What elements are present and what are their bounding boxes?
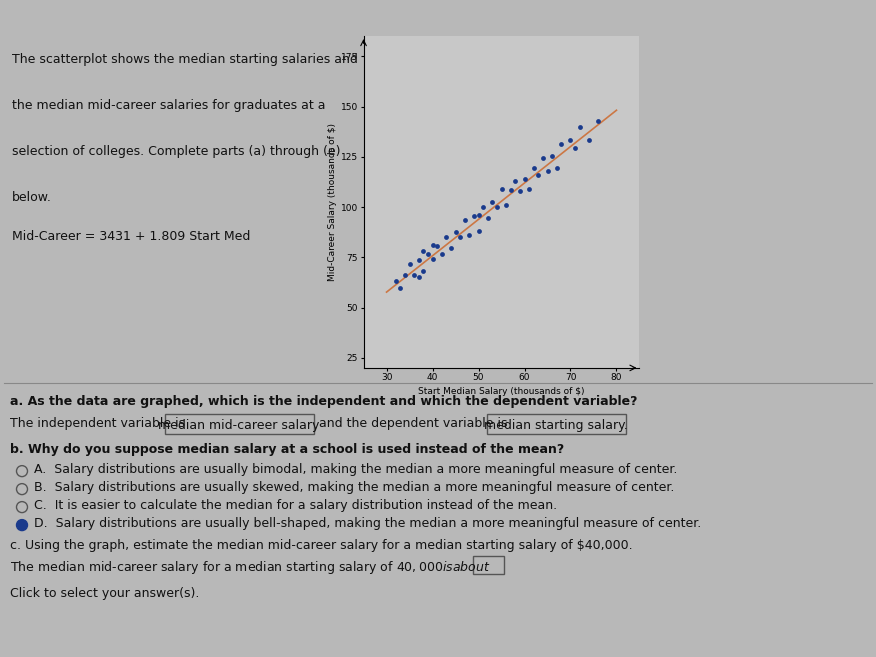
Point <box>471 226 485 237</box>
Point <box>526 163 540 173</box>
Text: c. Using the graph, estimate the median mid-career salary for a median starting : c. Using the graph, estimate the median … <box>10 539 632 552</box>
Y-axis label: Mid-Career Salary (thousands of $): Mid-Career Salary (thousands of $) <box>328 123 336 281</box>
Point <box>494 183 508 194</box>
Point <box>591 116 605 126</box>
Point <box>568 143 582 153</box>
Point <box>477 202 491 212</box>
Text: median starting salary.: median starting salary. <box>484 419 628 432</box>
Point <box>467 210 481 221</box>
Point <box>499 200 513 210</box>
Point <box>453 232 467 242</box>
Point <box>508 176 522 187</box>
Text: D.  Salary distributions are usually bell-shaped, making the median a more meani: D. Salary distributions are usually bell… <box>34 517 702 530</box>
Point <box>545 150 559 161</box>
Point <box>416 246 430 256</box>
Point <box>402 259 416 269</box>
Point <box>426 239 440 250</box>
Point <box>471 210 485 220</box>
Point <box>536 152 550 163</box>
Point <box>426 254 440 265</box>
Point <box>490 202 504 212</box>
Text: The median mid-career salary for a median starting salary of $40,000 is about $: The median mid-career salary for a media… <box>10 559 491 576</box>
Point <box>420 249 434 260</box>
Point <box>444 242 458 253</box>
Point <box>555 139 569 150</box>
Point <box>457 215 471 225</box>
Point <box>512 186 526 196</box>
Point <box>393 283 407 294</box>
Point <box>434 248 449 259</box>
Text: A.  Salary distributions are usually bimodal, making the median a more meaningfu: A. Salary distributions are usually bimo… <box>34 463 677 476</box>
Point <box>518 174 532 185</box>
Point <box>504 185 518 195</box>
Point <box>407 269 421 280</box>
Text: median mid-career salary: median mid-career salary <box>159 419 320 432</box>
X-axis label: Start Median Salary (thousands of $): Start Median Salary (thousands of $) <box>418 386 585 396</box>
Point <box>550 162 564 173</box>
Point <box>522 183 536 194</box>
Point <box>463 230 477 240</box>
Text: and the dependent variable is: and the dependent variable is <box>319 417 507 430</box>
Circle shape <box>17 520 27 531</box>
Point <box>398 270 412 281</box>
Text: The scatterplot shows the median starting salaries and: The scatterplot shows the median startin… <box>12 53 358 66</box>
Point <box>412 255 426 265</box>
Text: the median mid-career salaries for graduates at a: the median mid-career salaries for gradu… <box>12 99 326 112</box>
Text: b. Why do you suppose median salary at a school is used instead of the mean?: b. Why do you suppose median salary at a… <box>10 443 564 456</box>
Point <box>573 122 587 133</box>
Point <box>416 266 430 277</box>
Point <box>389 275 403 286</box>
Point <box>439 231 454 242</box>
Point <box>449 227 463 237</box>
Point <box>481 213 495 223</box>
Point <box>430 240 444 251</box>
Point <box>540 166 555 176</box>
Text: selection of colleges. Complete parts (a) through (e): selection of colleges. Complete parts (a… <box>12 145 341 158</box>
Text: below.: below. <box>12 191 53 204</box>
Point <box>582 135 596 145</box>
Text: Click to select your answer(s).: Click to select your answer(s). <box>10 587 200 600</box>
Point <box>412 272 426 283</box>
Text: The independent variable is: The independent variable is <box>10 417 185 430</box>
Text: B.  Salary distributions are usually skewed, making the median a more meaningful: B. Salary distributions are usually skew… <box>34 481 675 494</box>
Text: a. As the data are graphed, which is the independent and which the dependent var: a. As the data are graphed, which is the… <box>10 396 638 408</box>
Text: Mid-Career = 3431 + 1.809 Start Med: Mid-Career = 3431 + 1.809 Start Med <box>12 230 251 243</box>
Point <box>485 197 499 208</box>
Text: C.  It is easier to calculate the median for a salary distribution instead of th: C. It is easier to calculate the median … <box>34 499 557 512</box>
Point <box>531 170 545 180</box>
Point <box>563 135 577 145</box>
